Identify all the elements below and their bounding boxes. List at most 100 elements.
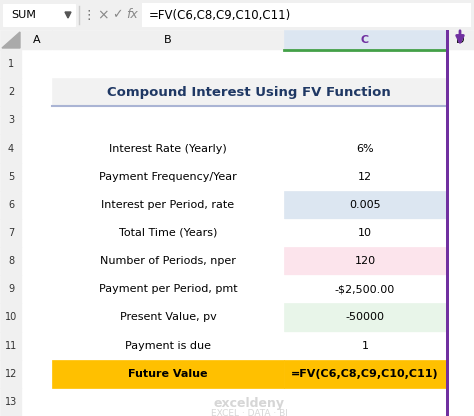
Text: 12: 12	[358, 172, 372, 182]
Bar	[52, 134, 284, 163]
Bar	[52, 388, 284, 416]
Bar	[284, 191, 446, 219]
Bar	[284, 134, 446, 163]
Text: 2: 2	[8, 87, 14, 97]
Text: ✓: ✓	[112, 8, 122, 22]
Text: 9: 9	[8, 284, 14, 294]
Text: 13: 13	[5, 397, 17, 407]
Bar	[0, 332, 22, 360]
Bar	[446, 78, 474, 106]
Bar	[52, 219, 284, 247]
Bar	[22, 50, 52, 78]
Bar	[284, 303, 446, 332]
Bar	[52, 163, 284, 191]
Bar	[22, 30, 52, 50]
Bar	[284, 303, 446, 332]
Text: 12: 12	[5, 369, 17, 379]
Bar	[0, 388, 22, 416]
Bar	[0, 106, 22, 134]
Bar	[284, 332, 446, 360]
Bar	[52, 163, 284, 191]
Bar	[0, 0, 474, 30]
Bar	[0, 303, 22, 332]
Bar	[0, 275, 22, 303]
Bar	[52, 134, 284, 163]
Bar	[52, 30, 284, 50]
Bar	[52, 106, 284, 134]
Bar	[284, 332, 446, 360]
Bar	[446, 275, 474, 303]
Bar	[22, 388, 52, 416]
Bar	[284, 360, 446, 388]
Bar	[52, 191, 284, 219]
Text: Present Value, pv: Present Value, pv	[119, 312, 216, 322]
Bar	[0, 134, 22, 163]
Bar	[284, 191, 446, 219]
Bar	[52, 78, 446, 106]
Text: Total Time (Years): Total Time (Years)	[119, 228, 217, 238]
Text: 8: 8	[8, 256, 14, 266]
Bar	[0, 360, 22, 388]
Bar	[284, 275, 446, 303]
Text: 11: 11	[5, 341, 17, 351]
Bar	[284, 163, 446, 191]
Bar	[22, 78, 52, 106]
Text: 5: 5	[8, 172, 14, 182]
Bar	[0, 50, 22, 78]
Bar	[284, 219, 446, 247]
Bar	[446, 332, 474, 360]
Bar	[284, 275, 446, 303]
Bar	[446, 303, 474, 332]
Bar	[22, 163, 52, 191]
Text: 7: 7	[8, 228, 14, 238]
Bar	[0, 163, 22, 191]
Bar	[22, 275, 52, 303]
Bar	[52, 247, 284, 275]
Text: 10: 10	[5, 312, 17, 322]
Text: fx: fx	[126, 8, 138, 22]
Bar	[284, 191, 446, 219]
Bar	[0, 78, 22, 106]
Text: A: A	[33, 35, 41, 45]
Bar	[52, 303, 284, 332]
Text: 1: 1	[362, 341, 368, 351]
Bar	[446, 247, 474, 275]
Text: D: D	[456, 35, 464, 45]
Bar	[52, 191, 284, 219]
Bar	[22, 360, 52, 388]
Bar	[284, 163, 446, 191]
Bar	[446, 219, 474, 247]
Bar	[0, 247, 22, 275]
Bar	[22, 191, 52, 219]
Bar	[52, 332, 284, 360]
Text: Number of Periods, nper: Number of Periods, nper	[100, 256, 236, 266]
Bar	[22, 106, 52, 134]
Text: 3: 3	[8, 115, 14, 125]
Text: 6%: 6%	[356, 144, 374, 154]
Text: B: B	[164, 35, 172, 45]
Bar	[446, 30, 474, 50]
Bar	[0, 219, 22, 247]
Bar	[284, 388, 446, 416]
Text: Compound Interest Using FV Function: Compound Interest Using FV Function	[107, 86, 391, 99]
Bar	[284, 247, 446, 275]
Bar	[446, 360, 474, 388]
Text: ⋮: ⋮	[83, 8, 95, 22]
Bar	[446, 134, 449, 388]
Text: Payment Frequency/Year: Payment Frequency/Year	[99, 172, 237, 182]
Text: 1: 1	[8, 59, 14, 69]
Text: Interest Rate (Yearly): Interest Rate (Yearly)	[109, 144, 227, 154]
Text: EXCEL · DATA · BI: EXCEL · DATA · BI	[210, 409, 287, 416]
Bar	[446, 106, 474, 134]
Bar	[446, 50, 449, 416]
Bar	[52, 303, 284, 332]
Text: Payment is due: Payment is due	[125, 341, 211, 351]
Bar	[284, 332, 446, 360]
Bar	[52, 275, 284, 303]
Bar	[284, 106, 446, 134]
Bar	[284, 303, 446, 332]
Bar	[284, 360, 446, 388]
Bar	[52, 50, 284, 78]
Bar	[52, 219, 284, 247]
Bar	[52, 275, 284, 303]
